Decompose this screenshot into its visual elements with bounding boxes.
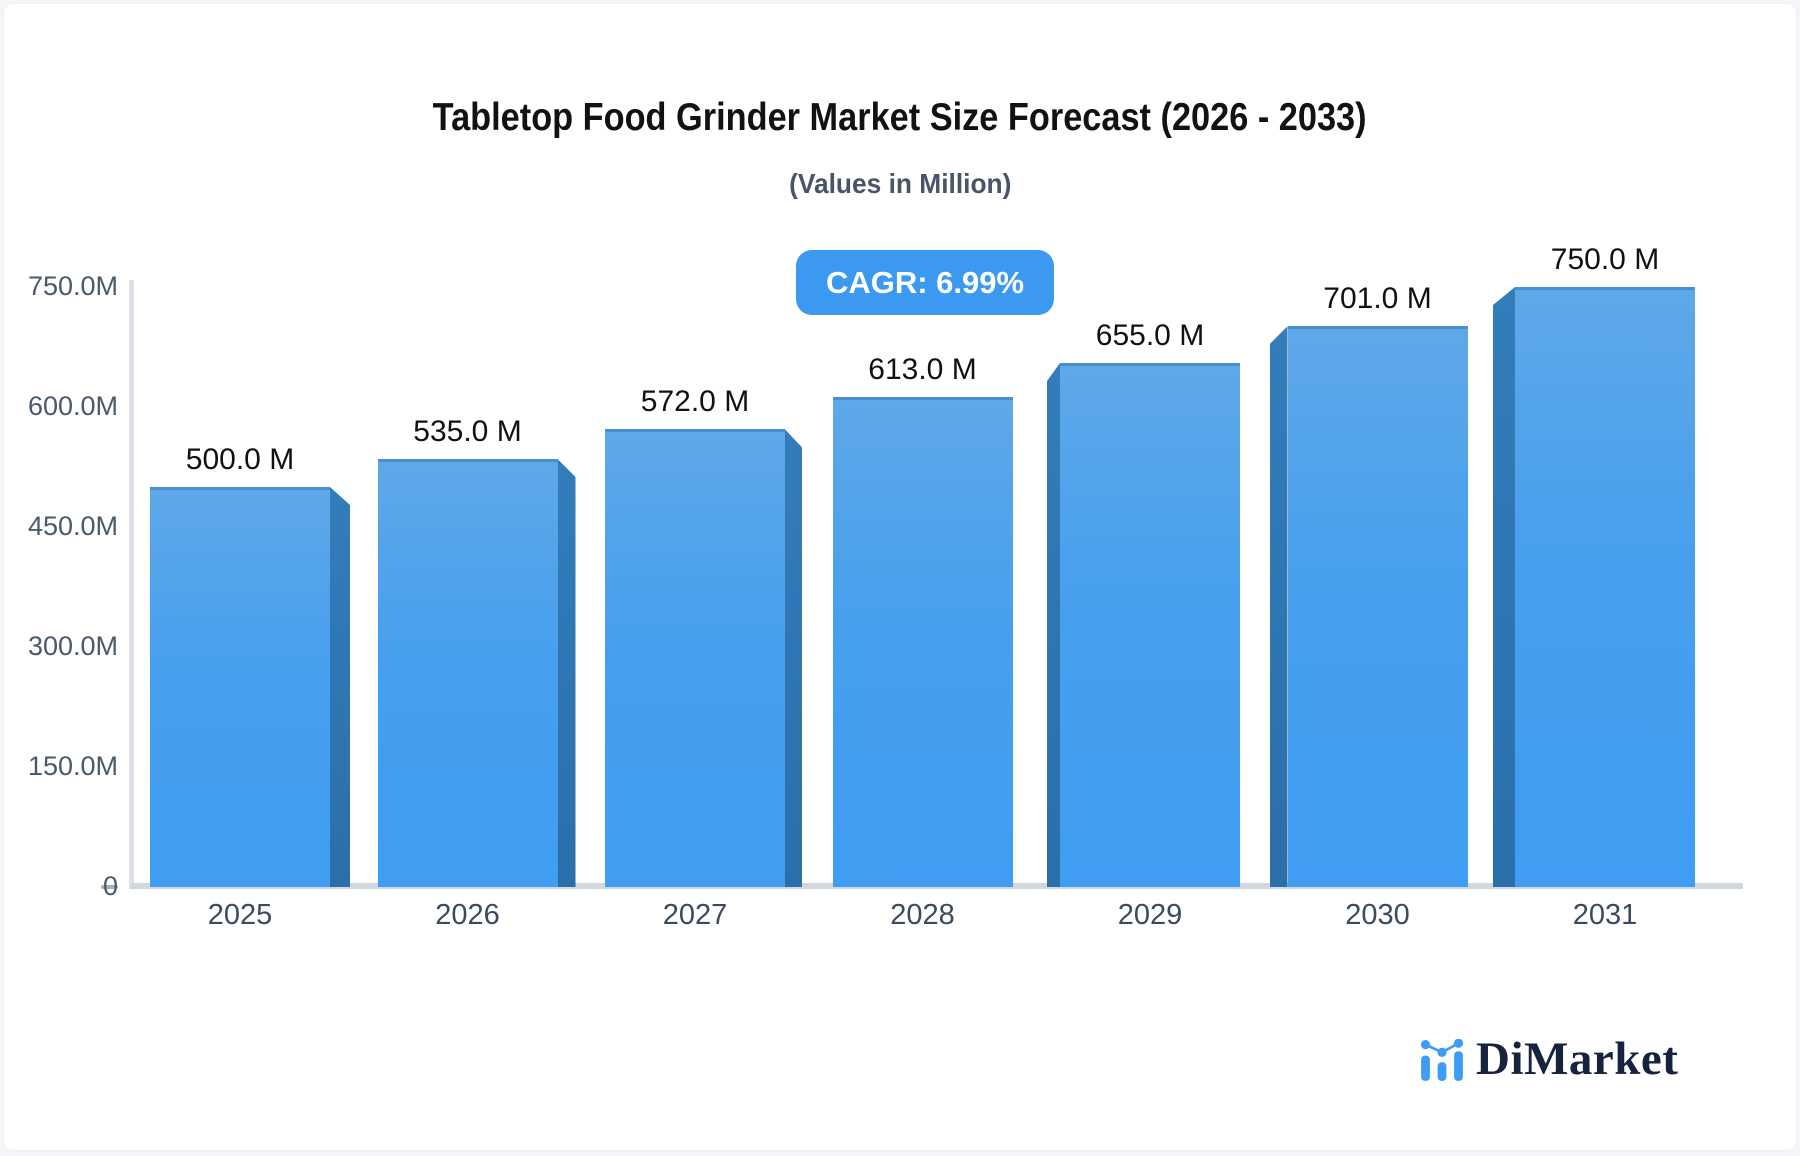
bar-value-label: 500.0 M (185, 443, 295, 476)
zero-tick-dash (101, 885, 118, 889)
bar-value-label: 701.0 M (1323, 282, 1432, 316)
x-axis-label: 2028 (890, 899, 955, 931)
bar-2028 (832, 396, 1013, 887)
bar-2031 (1515, 287, 1695, 887)
bar-2027 (605, 429, 785, 887)
y-tick-label: 750.0M (27, 271, 118, 301)
bar-value-label: 572.0 M (640, 385, 750, 419)
bar-2029 (1060, 363, 1240, 887)
x-axis-label: 2025 (207, 899, 273, 931)
bar-line-chart-icon (1420, 1038, 1464, 1081)
bar-2025 (150, 487, 330, 887)
bar-value-label: 655.0 M (1095, 319, 1205, 352)
bar-value-label: 750.0 M (1550, 243, 1660, 276)
y-tick-label: 450.0M (27, 511, 118, 541)
y-tick-label: 600.0M (27, 391, 118, 421)
footer-logo: DiMarket (1420, 1036, 1678, 1083)
title-row: Tabletop Food Grinder Market Size Foreca… (0, 96, 1800, 140)
x-axis-label: 2027 (662, 899, 728, 931)
subtitle-row: (Values in Million) (0, 168, 1800, 200)
bar-side-2031 (1493, 287, 1515, 887)
bar-side-2027 (785, 429, 802, 887)
bar-2030 (1287, 326, 1468, 887)
chart-title: Tabletop Food Grinder Market Size Foreca… (433, 96, 1367, 139)
bar-side-2025 (330, 487, 350, 887)
x-axis-label: 2029 (1117, 899, 1183, 931)
y-tick-label: 150.0M (27, 751, 118, 781)
x-axis-label: 2026 (435, 899, 500, 931)
bar-value-label: 613.0 M (868, 352, 977, 386)
bar-2026 (377, 459, 558, 887)
y-axis-line (129, 280, 134, 889)
cagr-badge: CAGR: 6.99% (795, 250, 1055, 316)
logo-text: DiMarket (1476, 1033, 1679, 1085)
bar-side-2029 (1047, 363, 1060, 887)
x-axis-label: 2030 (1345, 899, 1410, 931)
bar-side-2030 (1269, 326, 1288, 887)
bar-value-label: 535.0 M (413, 415, 522, 448)
y-tick-label: 300.0M (27, 631, 118, 661)
chart-subtitle: (Values in Million) (788, 168, 1012, 199)
y-tick-label: 0 (102, 871, 118, 901)
x-axis-label: 2031 (1572, 899, 1638, 931)
bar-side-2026 (557, 459, 576, 887)
